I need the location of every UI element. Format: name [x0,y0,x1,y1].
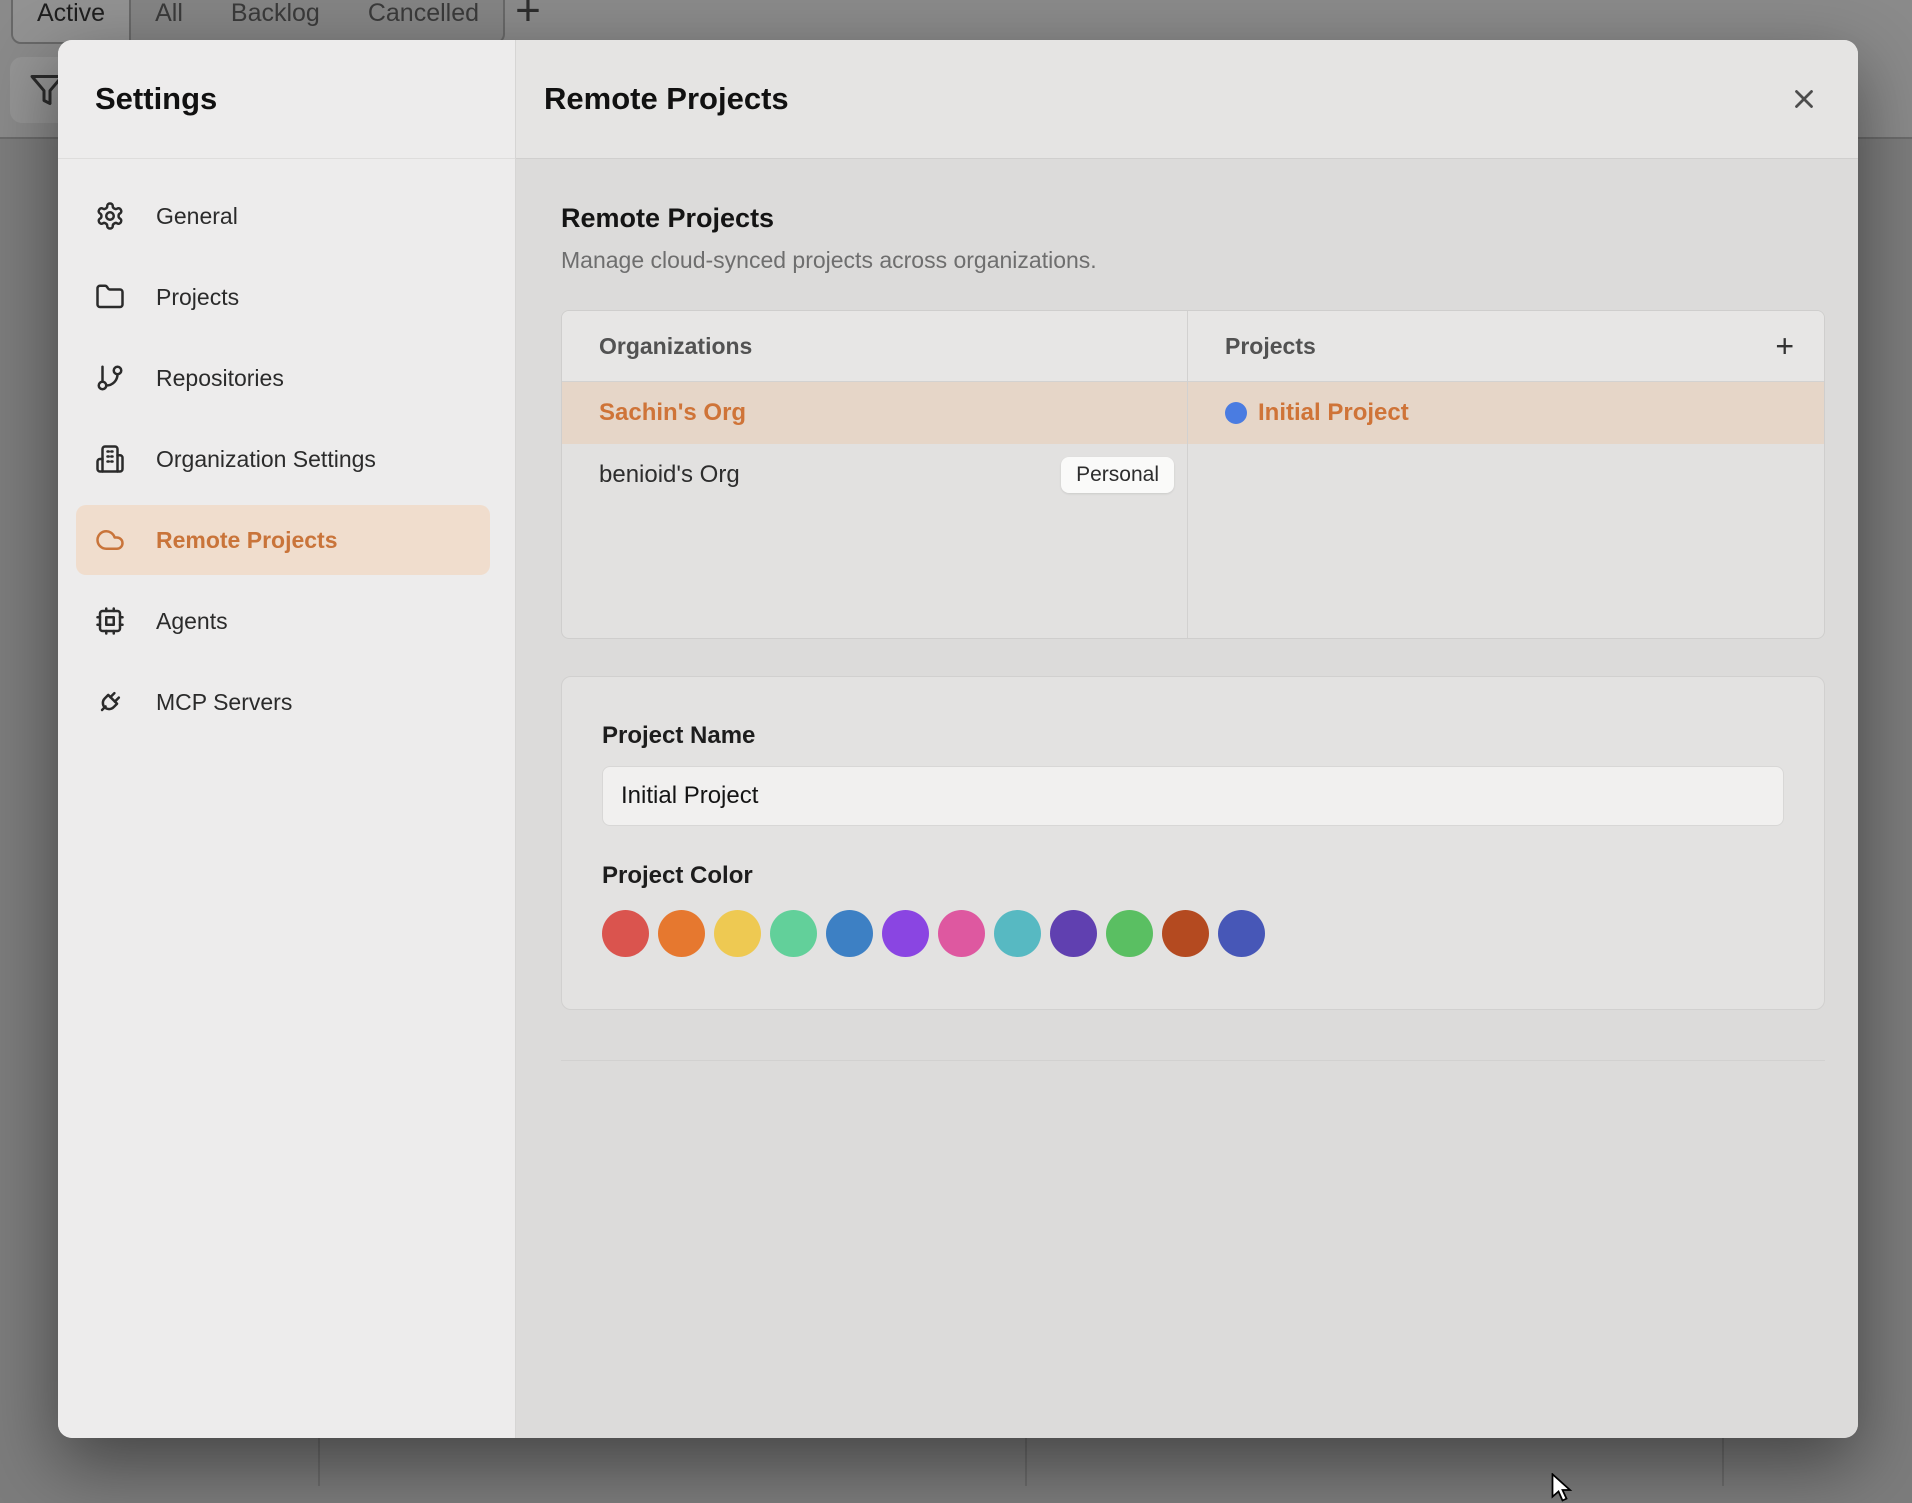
sidebar-item-label: Remote Projects [156,526,338,553]
project-row-initial-project[interactable]: Initial Project [1188,382,1824,444]
mouse-cursor [1551,1473,1573,1502]
color-swatch[interactable] [994,910,1041,957]
section-divider [561,1060,1825,1061]
sidebar-item-label: Projects [156,283,240,310]
section-subtitle: Manage cloud-synced projects across orga… [561,247,1097,273]
plug-icon [95,687,125,717]
color-swatch[interactable] [714,910,761,957]
sidebar-item-general[interactable]: General [76,181,490,251]
building-icon [95,444,125,474]
color-swatch[interactable] [770,910,817,957]
sidebar-item-label: Agents [156,607,228,634]
close-button[interactable] [1786,81,1822,117]
add-tab-button[interactable]: + [515,0,541,35]
folder-icon [95,282,125,312]
organizations-header: Organizations [562,311,1187,382]
settings-nav: General Projects Repositories Organizati… [58,159,515,737]
view-tab-group: Active All Backlog Cancelled [11,0,506,44]
sidebar-item-label: Organization Settings [156,445,376,472]
sidebar-item-label: Repositories [156,364,284,391]
project-name-label: Project Name [602,722,756,749]
gear-icon [95,201,125,231]
color-swatch-row [602,910,1784,957]
organizations-projects-table: Organizations Sachin's Org benioid's Org… [561,310,1825,639]
board-column-divider [1722,1438,1724,1486]
settings-title: Settings [95,81,218,116]
section-title: Remote Projects [561,203,775,233]
panel-body: Remote Projects Manage cloud-synced proj… [516,159,1858,1438]
org-row-sachins-org[interactable]: Sachin's Org [562,382,1187,444]
sidebar-item-mcp-servers[interactable]: MCP Servers [76,667,490,737]
color-swatch[interactable] [1218,910,1265,957]
sidebar-item-label: General [156,202,238,229]
sidebar-item-organization-settings[interactable]: Organization Settings [76,424,490,494]
close-icon [1795,90,1813,108]
organizations-header-label: Organizations [599,332,753,359]
tab-all[interactable]: All [155,0,183,27]
project-color-dot [1225,402,1247,424]
board-column-divider [1025,1438,1027,1486]
board-column-divider [318,1438,320,1486]
org-row-benioids-org[interactable]: benioid's Org Personal [562,444,1187,506]
sidebar-item-repositories[interactable]: Repositories [76,343,490,413]
color-swatch[interactable] [1050,910,1097,957]
organizations-column: Organizations Sachin's Org benioid's Org… [562,311,1187,638]
project-details-card: Project Name Project Color [561,676,1825,1010]
panel-title: Remote Projects [544,81,789,116]
cloud-icon [95,525,125,555]
panel-header: Remote Projects [516,40,1858,159]
color-swatch[interactable] [826,910,873,957]
sidebar-item-remote-projects[interactable]: Remote Projects [76,505,490,575]
color-swatch[interactable] [602,910,649,957]
settings-sidebar: Settings General Projects Repositories [58,40,516,1438]
git-branch-icon [95,363,125,393]
settings-modal: Settings General Projects Repositories [58,40,1858,1438]
funnel-icon [30,75,64,105]
projects-header-label: Projects [1225,332,1316,359]
settings-main-panel: Remote Projects Remote Projects Manage c… [516,40,1858,1438]
cpu-icon [95,606,125,636]
color-swatch[interactable] [1162,910,1209,957]
color-swatch[interactable] [658,910,705,957]
tab-active[interactable]: Active [13,0,132,42]
add-project-button[interactable]: + [1775,328,1794,364]
projects-header: Projects + [1188,311,1824,382]
color-swatch[interactable] [1106,910,1153,957]
tab-cancelled[interactable]: Cancelled [367,0,480,27]
personal-badge: Personal [1061,457,1174,493]
color-swatch[interactable] [938,910,985,957]
tab-backlog[interactable]: Backlog [230,0,320,27]
sidebar-item-projects[interactable]: Projects [76,262,490,332]
project-name: Initial Project [1258,399,1409,426]
sidebar-item-label: MCP Servers [156,688,293,715]
org-name: benioid's Org [599,461,740,488]
project-name-input[interactable] [602,766,1784,826]
projects-column: Projects + Initial Project [1187,311,1824,638]
sidebar-item-agents[interactable]: Agents [76,586,490,656]
project-color-label: Project Color [602,862,753,889]
sidebar-header: Settings [58,40,515,159]
color-swatch[interactable] [882,910,929,957]
org-name: Sachin's Org [599,399,747,426]
